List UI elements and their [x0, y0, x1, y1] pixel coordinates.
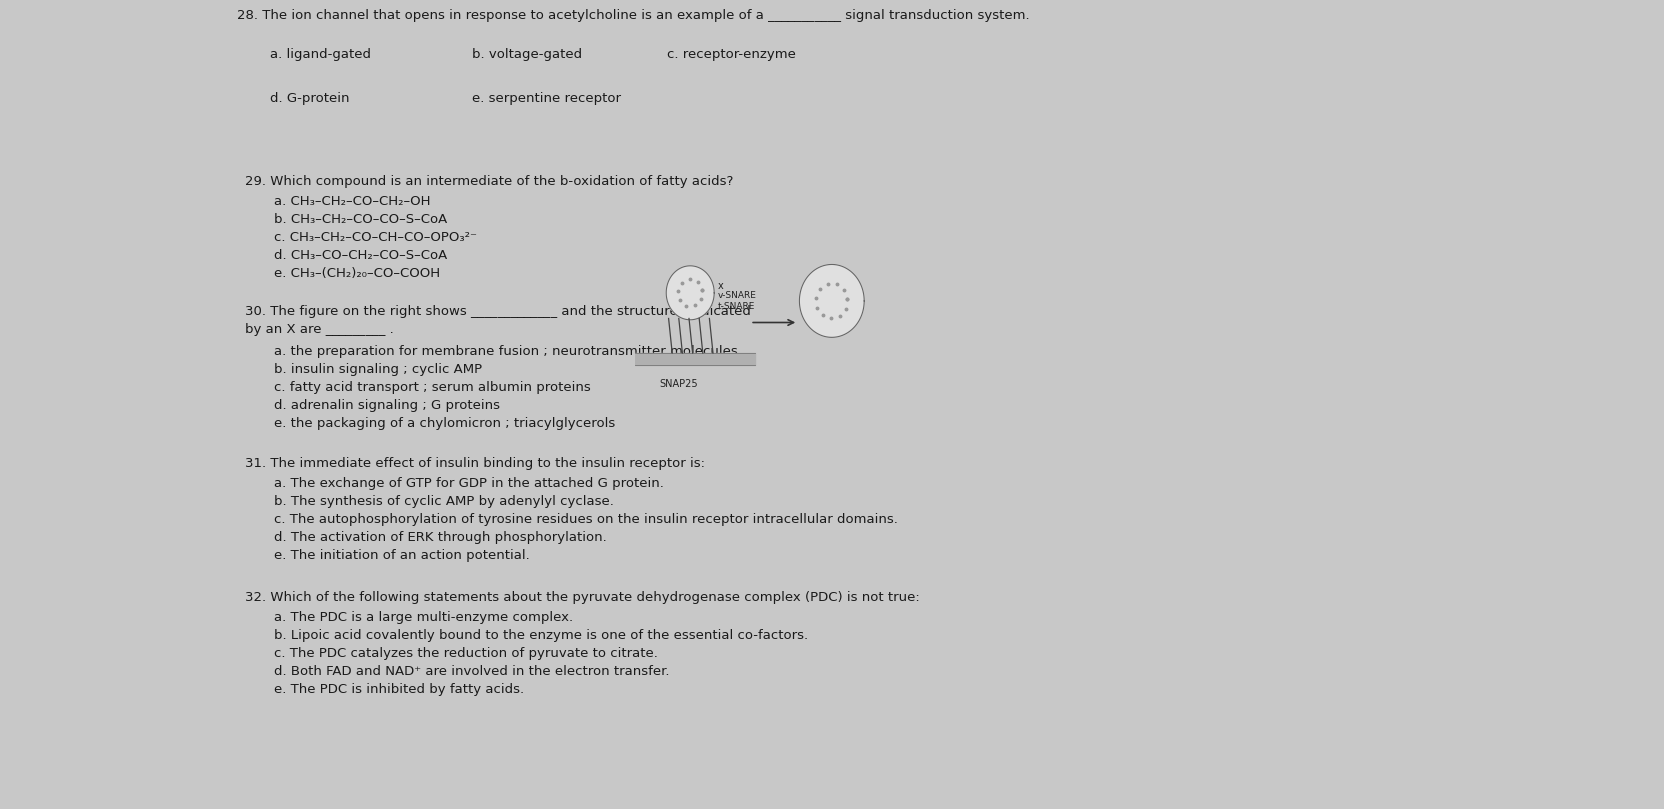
- Text: b. voltage-gated: b. voltage-gated: [473, 49, 582, 61]
- Text: d. The activation of ERK through phosphorylation.: d. The activation of ERK through phospho…: [273, 531, 606, 544]
- Text: a. the preparation for membrane fusion ; neurotransmitter molecules: a. the preparation for membrane fusion ;…: [273, 345, 737, 358]
- Text: c. CH₃–CH₂–CO–CH–CO–OPO₃²⁻: c. CH₃–CH₂–CO–CH–CO–OPO₃²⁻: [273, 231, 476, 244]
- Text: d. adrenalin signaling ; G proteins: d. adrenalin signaling ; G proteins: [273, 399, 499, 412]
- Text: by an X are _________ .: by an X are _________ .: [245, 323, 393, 336]
- Text: 28. The ion channel that opens in response to acetylcholine is an example of a _: 28. The ion channel that opens in respon…: [236, 9, 1030, 22]
- Text: e. The PDC is inhibited by fatty acids.: e. The PDC is inhibited by fatty acids.: [273, 683, 524, 696]
- Text: c. The autophosphorylation of tyrosine residues on the insulin receptor intracel: c. The autophosphorylation of tyrosine r…: [273, 513, 897, 526]
- Text: 30. The figure on the right shows _____________ and the structures indicated: 30. The figure on the right shows ______…: [245, 305, 750, 318]
- Text: a. The exchange of GTP for GDP in the attached G protein.: a. The exchange of GTP for GDP in the at…: [273, 477, 664, 490]
- Text: 31. The immediate effect of insulin binding to the insulin receptor is:: 31. The immediate effect of insulin bind…: [245, 457, 706, 470]
- Text: d. Both FAD and NAD⁺ are involved in the electron transfer.: d. Both FAD and NAD⁺ are involved in the…: [273, 665, 669, 678]
- Text: e. the packaging of a chylomicron ; triacylglycerols: e. the packaging of a chylomicron ; tria…: [273, 417, 616, 430]
- Polygon shape: [666, 266, 714, 320]
- Text: t-SNARE: t-SNARE: [717, 302, 755, 311]
- Text: d. G-protein: d. G-protein: [270, 92, 349, 105]
- Text: e. serpentine receptor: e. serpentine receptor: [473, 92, 621, 105]
- Text: v-SNARE: v-SNARE: [717, 291, 757, 300]
- Text: b. insulin signaling ; cyclic AMP: b. insulin signaling ; cyclic AMP: [273, 363, 483, 376]
- Text: c. fatty acid transport ; serum albumin proteins: c. fatty acid transport ; serum albumin …: [273, 381, 591, 394]
- Text: b. Lipoic acid covalently bound to the enzyme is one of the essential co-factors: b. Lipoic acid covalently bound to the e…: [273, 629, 807, 642]
- Text: b. CH₃–CH₂–CO–CO–S–CoA: b. CH₃–CH₂–CO–CO–S–CoA: [273, 213, 448, 226]
- Text: d. CH₃–CO–CH₂–CO–S–CoA: d. CH₃–CO–CH₂–CO–S–CoA: [273, 249, 448, 262]
- Text: 32. Which of the following statements about the pyruvate dehydrogenase complex (: 32. Which of the following statements ab…: [245, 591, 920, 604]
- Text: c. The PDC catalyzes the reduction of pyruvate to citrate.: c. The PDC catalyzes the reduction of py…: [273, 647, 657, 660]
- Text: 29. Which compound is an intermediate of the b-oxidation of fatty acids?: 29. Which compound is an intermediate of…: [245, 175, 734, 188]
- Text: c. receptor-enzyme: c. receptor-enzyme: [667, 49, 795, 61]
- Text: e. CH₃–(CH₂)₂₀–CO–COOH: e. CH₃–(CH₂)₂₀–CO–COOH: [273, 267, 439, 280]
- Text: x: x: [717, 281, 724, 291]
- Text: SNAP25: SNAP25: [659, 379, 697, 388]
- Text: a. CH₃–CH₂–CO–CH₂–OH: a. CH₃–CH₂–CO–CH₂–OH: [273, 195, 431, 208]
- Text: b. The synthesis of cyclic AMP by adenylyl cyclase.: b. The synthesis of cyclic AMP by adenyl…: [273, 495, 614, 508]
- Polygon shape: [799, 265, 864, 337]
- Text: e. The initiation of an action potential.: e. The initiation of an action potential…: [273, 549, 529, 562]
- Text: a. The PDC is a large multi-enzyme complex.: a. The PDC is a large multi-enzyme compl…: [273, 611, 572, 624]
- Text: a. ligand-gated: a. ligand-gated: [270, 49, 371, 61]
